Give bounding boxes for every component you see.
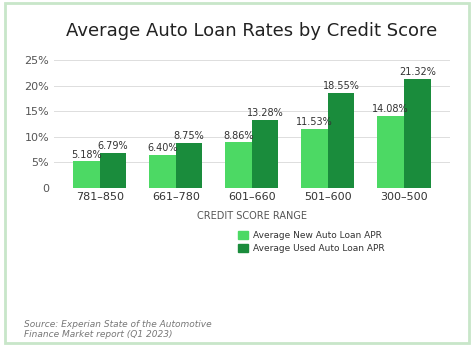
Text: 8.75%: 8.75% [173, 131, 204, 142]
Text: 6.79%: 6.79% [98, 142, 128, 152]
Bar [225, 142, 252, 188]
Text: 8.86%: 8.86% [223, 131, 254, 141]
Bar [404, 79, 430, 188]
Bar [100, 153, 127, 188]
Text: 13.28%: 13.28% [247, 108, 283, 118]
Bar [149, 155, 176, 188]
X-axis label: CREDIT SCORE RANGE: CREDIT SCORE RANGE [197, 211, 307, 221]
Text: 21.32%: 21.32% [399, 67, 436, 77]
Text: 18.55%: 18.55% [323, 81, 360, 91]
Text: 5.18%: 5.18% [71, 149, 102, 160]
Title: Average Auto Loan Rates by Credit Score: Average Auto Loan Rates by Credit Score [66, 22, 438, 40]
Text: 14.08%: 14.08% [372, 104, 409, 114]
Text: Source: Experian State of the Automotive
Finance Market report (Q1 2023): Source: Experian State of the Automotive… [24, 320, 211, 339]
Bar [301, 129, 328, 188]
Bar [73, 161, 100, 188]
Bar [176, 143, 202, 188]
Text: 6.40%: 6.40% [147, 143, 178, 153]
Bar [377, 116, 404, 188]
Bar [328, 93, 355, 188]
Text: 11.53%: 11.53% [296, 117, 333, 127]
Bar [252, 120, 278, 188]
Legend: Average New Auto Loan APR, Average Used Auto Loan APR: Average New Auto Loan APR, Average Used … [237, 231, 384, 254]
